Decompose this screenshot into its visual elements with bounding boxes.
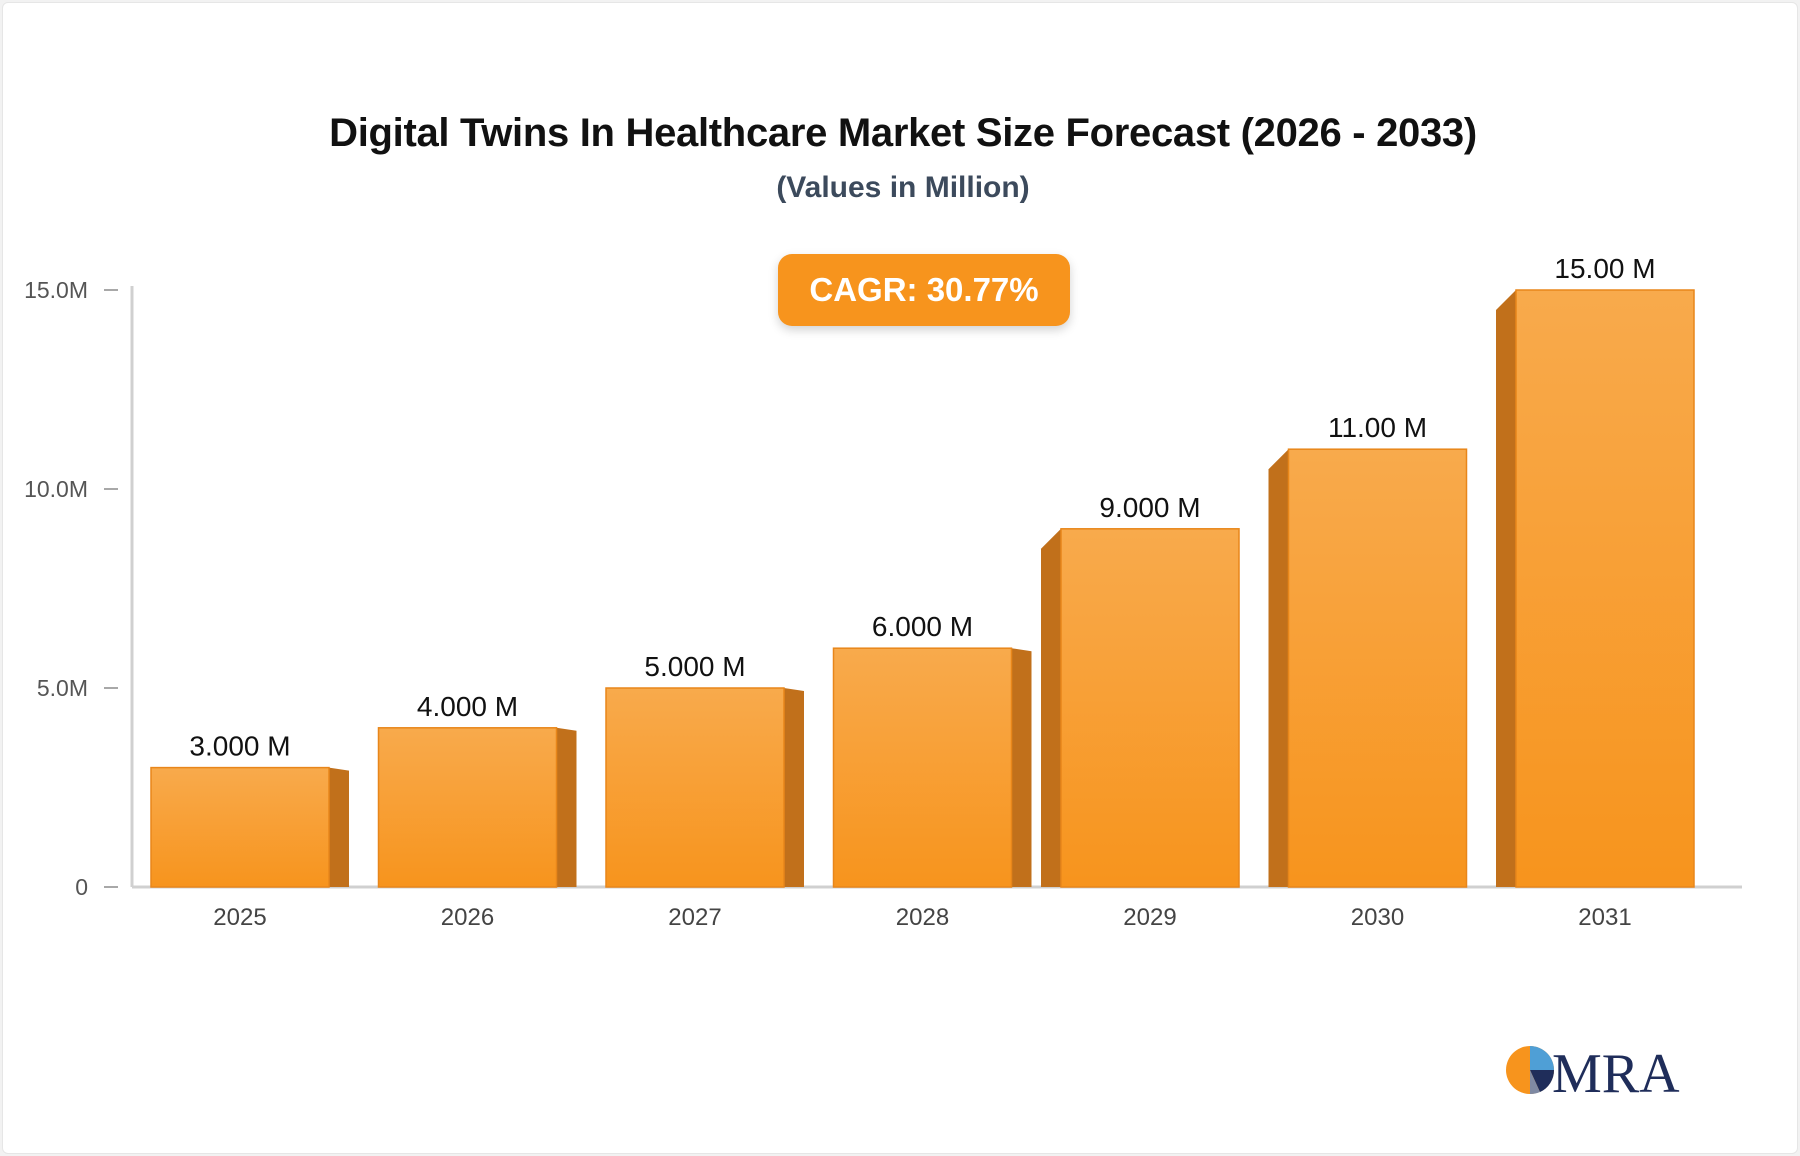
- logo-pie-icon: [1506, 1046, 1555, 1095]
- bar-side-2026: [556, 727, 577, 887]
- y-tick-label: 10.0M: [24, 476, 88, 502]
- data-label-2031: 15.00 M: [1554, 253, 1655, 284]
- y-tick-label: 5.0M: [37, 675, 88, 701]
- bar-side-2031: [1496, 290, 1516, 887]
- bars-group: [150, 289, 1695, 888]
- bar-2030: [1287, 448, 1468, 888]
- chart-title: Digital Twins In Healthcare Market Size …: [329, 111, 1477, 155]
- bar-side-2027: [784, 688, 804, 887]
- bar-2027: [605, 687, 785, 888]
- data-label-2028: 6.000 M: [872, 611, 973, 642]
- x-tick-label-2025: 2025: [213, 904, 266, 931]
- bar-2025: [150, 766, 330, 888]
- x-tick-label-2030: 2030: [1351, 904, 1404, 931]
- x-tick-label-2031: 2031: [1578, 904, 1631, 931]
- bar-2028: [832, 647, 1013, 888]
- bar-side-2029: [1041, 528, 1061, 887]
- data-label-2029: 9.000 M: [1099, 492, 1200, 523]
- bar-2026: [377, 727, 558, 888]
- data-label-2030: 11.00 M: [1328, 412, 1427, 443]
- bar-side-2028: [1011, 648, 1032, 887]
- x-tick-label-2028: 2028: [896, 904, 949, 931]
- x-tick-label-2029: 2029: [1123, 904, 1176, 931]
- y-tick-label: 15.0M: [24, 277, 88, 303]
- bar-side-2025: [329, 767, 349, 887]
- data-label-2026: 4.000 M: [417, 691, 518, 722]
- y-tick-label: 0: [75, 874, 88, 900]
- bar-side-2030: [1268, 449, 1289, 887]
- x-tick-label-2026: 2026: [441, 904, 494, 931]
- cagr-badge: CAGR: 30.77%: [778, 254, 1070, 326]
- data-label-2025: 3.000 M: [189, 731, 290, 762]
- chart-subtitle: (Values in Million): [776, 171, 1030, 204]
- labels-group: 3.000 M 2025 4.000 M 2026 5.000 M 2027 6.000 M…: [189, 253, 1655, 931]
- bar-2029: [1060, 528, 1240, 888]
- mra-logo: MRA: [1506, 1043, 1680, 1102]
- x-tick-label-2027: 2027: [668, 904, 721, 931]
- logo-text: MRA: [1552, 1043, 1680, 1102]
- bar-2031: [1515, 289, 1695, 888]
- data-label-2027: 5.000 M: [644, 651, 745, 682]
